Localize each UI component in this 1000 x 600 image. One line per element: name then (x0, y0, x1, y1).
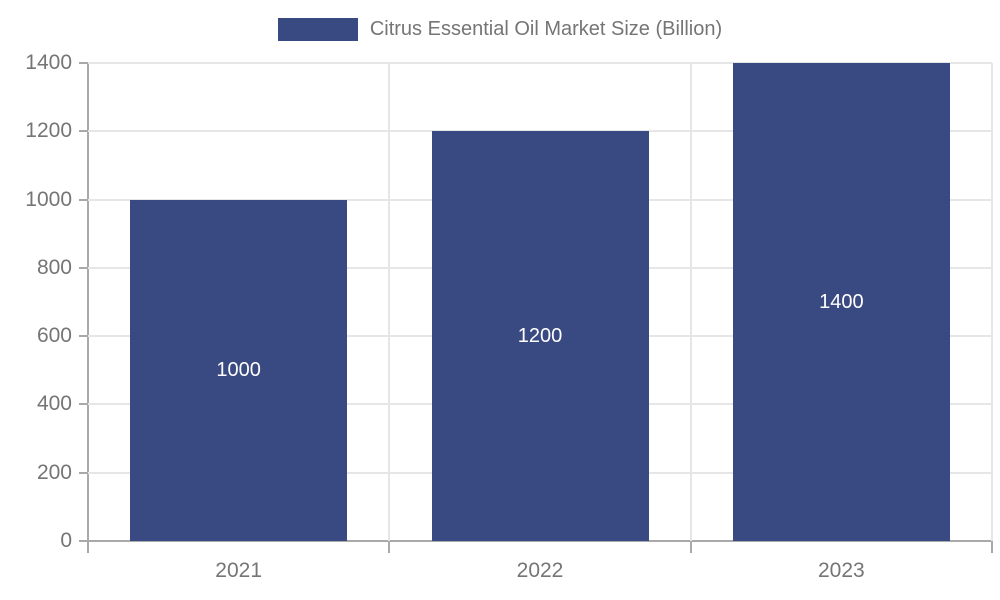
y-axis-line (87, 63, 89, 553)
y-tick-label: 1200 (25, 119, 72, 143)
bar-2023[interactable]: 1400 (732, 63, 950, 541)
y-axis-tick (79, 266, 88, 269)
bar-2022[interactable]: 1200 (431, 131, 649, 541)
y-axis-tick (79, 335, 88, 338)
gridline-vertical (388, 63, 391, 541)
x-axis-line (79, 540, 992, 542)
bar-value-label: 1400 (819, 290, 864, 313)
x-tick-label: 2023 (817, 559, 865, 582)
y-axis-tick (79, 130, 88, 133)
x-axis-tick (689, 541, 692, 553)
x-axis-tick (87, 541, 89, 553)
legend-swatch (277, 18, 358, 41)
x-tick-label: 2022 (516, 559, 564, 582)
gridline-vertical (689, 63, 692, 541)
y-tick-label: 800 (36, 255, 72, 279)
y-axis-tick (79, 471, 88, 474)
y-tick-label: 200 (36, 460, 72, 484)
y-axis-tick (79, 198, 88, 201)
x-axis-tick (388, 541, 391, 553)
y-tick-label: 400 (36, 392, 72, 416)
y-axis-tick (79, 540, 88, 542)
bar-value-label: 1200 (517, 324, 563, 347)
y-axis-tick (79, 62, 88, 64)
x-axis-tick (991, 541, 993, 553)
gridline-horizontal (88, 62, 992, 64)
bar-2021[interactable]: 1000 (130, 199, 348, 541)
bar-value-label: 1000 (216, 358, 261, 381)
gridline-vertical (991, 63, 993, 541)
y-tick-label: 600 (36, 324, 72, 348)
legend-label: Citrus Essential Oil Market Size (Billio… (369, 18, 723, 40)
y-tick-label: 1400 (25, 51, 72, 74)
legend[interactable]: Citrus Essential Oil Market Size (Billio… (0, 18, 1000, 41)
y-tick-label: 0 (60, 529, 72, 552)
y-tick-label: 1000 (25, 187, 72, 211)
y-axis-tick (79, 403, 88, 406)
x-tick-label: 2021 (215, 559, 263, 582)
plot-area: 0 200 400 600 800 1000 1200 1400 2021 2022 2023 100… (25, 51, 993, 582)
